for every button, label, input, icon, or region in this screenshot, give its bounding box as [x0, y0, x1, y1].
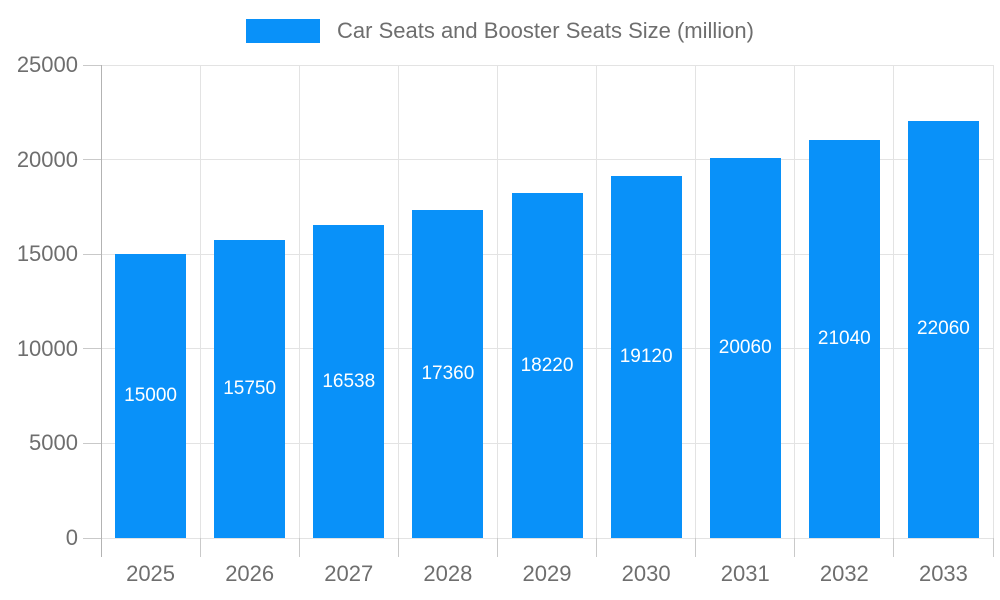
bar[interactable]: 16538 — [313, 225, 385, 538]
gridline-vertical — [397, 65, 399, 538]
bar[interactable]: 19120 — [610, 176, 682, 538]
bar-value-label: 17360 — [421, 362, 475, 384]
gridline-vertical — [596, 65, 598, 538]
x-axis-label: 2025 — [126, 561, 176, 586]
gridline-vertical — [496, 65, 498, 538]
bar-value-label: 15750 — [223, 377, 277, 399]
y-axis-tick — [83, 442, 101, 444]
y-axis-tick — [83, 253, 101, 255]
x-axis-label: 2026 — [225, 561, 275, 586]
bar[interactable]: 15750 — [214, 240, 286, 538]
x-axis-label: 2027 — [324, 561, 374, 586]
bar[interactable]: 17360 — [412, 209, 484, 538]
bar[interactable]: 20060 — [709, 158, 781, 538]
x-axis-label: 2031 — [720, 561, 770, 586]
bar[interactable]: 18220 — [511, 193, 583, 538]
legend-label: Car Seats and Booster Seats Size (millio… — [337, 18, 754, 43]
y-axis-label: 5000 — [29, 430, 78, 456]
x-axis-tick — [992, 538, 994, 557]
bar[interactable]: 15000 — [115, 254, 187, 538]
bar-value-label: 16538 — [322, 370, 376, 392]
x-axis-label: 2029 — [522, 561, 572, 586]
y-axis-label: 0 — [65, 525, 78, 550]
x-axis-tick — [298, 538, 300, 557]
x-axis-tick — [893, 538, 895, 557]
bar-value-label: 20060 — [718, 337, 772, 359]
y-axis-label: 25000 — [16, 52, 78, 77]
y-axis-label: 15000 — [16, 241, 78, 267]
bar-value-label: 18220 — [520, 354, 574, 376]
bar-value-label: 15000 — [124, 385, 177, 407]
x-axis-tick — [596, 538, 598, 557]
gridline-horizontal — [101, 537, 993, 539]
x-axis-tick — [199, 538, 201, 557]
y-axis-tick — [83, 159, 101, 161]
gridline-vertical — [199, 65, 201, 538]
gridline-vertical — [893, 65, 895, 538]
x-axis-tick — [695, 538, 697, 557]
x-axis-tick — [794, 538, 796, 557]
bar[interactable]: 22060 — [907, 120, 979, 538]
gridline-horizontal — [101, 159, 993, 161]
x-axis-label: 2028 — [423, 561, 473, 586]
gridline-vertical — [298, 65, 300, 538]
gridline-vertical — [794, 65, 796, 538]
bar-value-label: 22060 — [917, 318, 970, 340]
gridline-horizontal — [101, 64, 993, 66]
gridline-vertical — [992, 65, 994, 538]
x-axis-label: 2030 — [621, 561, 671, 586]
bar-value-label: 21040 — [817, 327, 871, 349]
x-axis-label: 2033 — [918, 561, 968, 586]
y-axis-tick — [83, 537, 101, 539]
y-axis-tick — [83, 64, 101, 66]
x-axis-label: 2032 — [819, 561, 869, 586]
gridline-vertical — [695, 65, 697, 538]
y-axis-label: 20000 — [16, 146, 78, 172]
y-axis-line — [100, 65, 102, 557]
chart-legend[interactable]: Car Seats and Booster Seats Size (millio… — [0, 17, 1000, 45]
bar-value-label: 19120 — [619, 346, 673, 368]
y-axis-label: 10000 — [16, 335, 78, 361]
x-axis-tick — [397, 538, 399, 557]
bar[interactable]: 21040 — [808, 139, 880, 538]
legend-swatch[interactable] — [246, 19, 321, 43]
y-axis-tick — [83, 348, 101, 350]
x-axis-tick — [496, 538, 498, 557]
